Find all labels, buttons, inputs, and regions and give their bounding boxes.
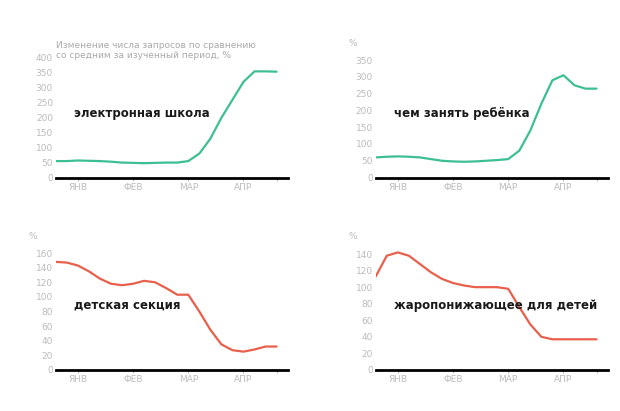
Text: %: %: [348, 232, 357, 241]
Text: детская секция: детская секция: [74, 299, 181, 312]
Text: чем занять ребёнка: чем занять ребёнка: [394, 106, 530, 120]
Text: электронная школа: электронная школа: [74, 106, 210, 120]
Text: жаропонижающее для детей: жаропонижающее для детей: [394, 299, 598, 312]
Text: Изменение числа запросов по сравнению
со средним за изученный период, %: Изменение числа запросов по сравнению со…: [56, 41, 255, 60]
Text: %: %: [348, 39, 357, 48]
Text: %: %: [29, 232, 37, 241]
